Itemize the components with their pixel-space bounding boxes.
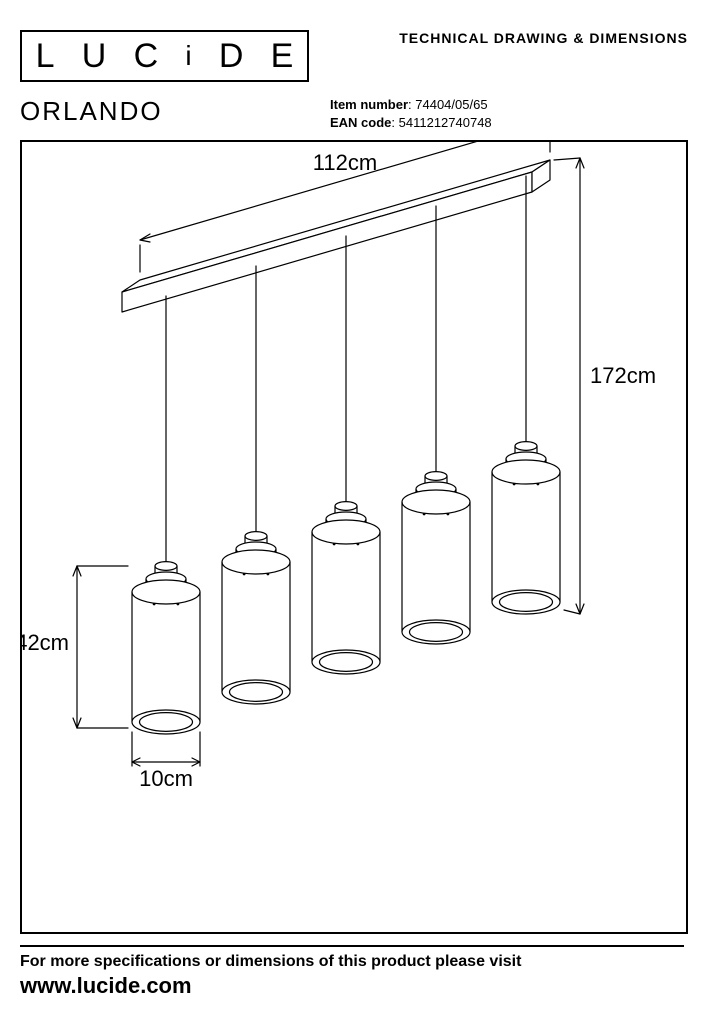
- logo-letter: U: [82, 37, 107, 76]
- product-name: ORLANDO: [20, 96, 163, 127]
- svg-text:42cm: 42cm: [22, 630, 69, 655]
- svg-text:112cm: 112cm: [313, 150, 377, 175]
- footer: For more specifications or dimensions of…: [20, 945, 684, 999]
- logo-letter: L: [36, 37, 55, 76]
- doc-type-title: TECHNICAL DRAWING & DIMENSIONS: [399, 30, 688, 46]
- footer-line: For more specifications or dimensions of…: [20, 953, 521, 970]
- drawing-frame: 112cm 172cm 42cm 10cm: [20, 140, 688, 934]
- footer-url: www.lucide.com: [20, 973, 684, 999]
- item-number-label: Item number: [330, 97, 408, 112]
- brand-logo: L U C i D E: [20, 30, 309, 82]
- logo-letter: i: [185, 40, 191, 72]
- ean-value: 5411212740748: [399, 115, 492, 130]
- ean-label: EAN code: [330, 115, 391, 130]
- logo-letter: D: [219, 37, 244, 76]
- logo-letter: C: [134, 37, 159, 76]
- item-meta: Item number: 74404/05/65 EAN code: 54112…: [330, 96, 492, 132]
- item-number-value: 74404/05/65: [415, 97, 487, 112]
- technical-drawing: 112cm 172cm 42cm 10cm: [22, 142, 686, 932]
- svg-text:10cm: 10cm: [139, 766, 193, 791]
- svg-text:172cm: 172cm: [590, 363, 656, 388]
- logo-letter: E: [271, 37, 294, 76]
